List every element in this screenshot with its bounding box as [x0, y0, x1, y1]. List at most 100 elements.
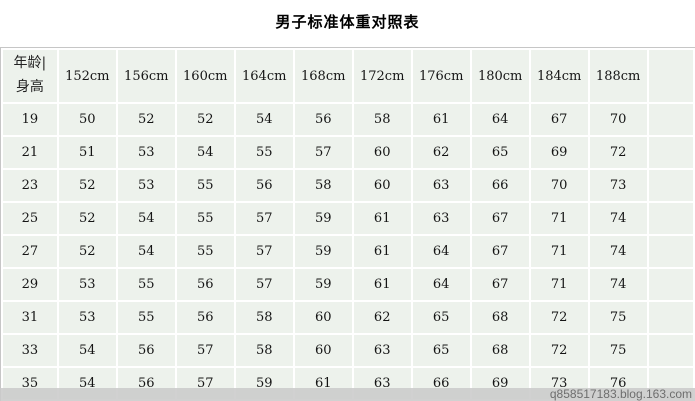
weight-cell: 52 [58, 170, 116, 201]
weight-cell: 69 [530, 137, 588, 168]
weight-cell: 72 [530, 335, 588, 366]
weight-cell: 53 [117, 137, 175, 168]
weight-cell: 60 [294, 335, 352, 366]
table-header: 年龄|身高 152cm 156cm 160cm 164cm 168cm 172cm 176c… [3, 50, 693, 102]
weight-cell: 67 [530, 104, 588, 135]
weight-cell: 73 [589, 170, 647, 201]
weight-cell: 59 [294, 269, 352, 300]
weight-cell: 56 [176, 302, 234, 333]
weight-cell: 57 [235, 203, 293, 234]
weight-cell: 55 [176, 203, 234, 234]
age-cell: 33 [3, 335, 57, 366]
weight-cell: 65 [412, 302, 470, 333]
weight-cell: 58 [235, 335, 293, 366]
weight-cell: 54 [117, 236, 175, 267]
table-row: 33 54 56 57 58 60 63 65 68 72 75 [3, 335, 693, 366]
height-header-cell: 184cm [530, 50, 588, 102]
header-row: 年龄|身高 152cm 156cm 160cm 164cm 168cm 172cm 176c… [3, 50, 693, 102]
weight-cell: 52 [117, 104, 175, 135]
age-cell: 23 [3, 170, 57, 201]
weight-cell: 57 [294, 137, 352, 168]
weight-cell: 61 [353, 269, 411, 300]
table-row: 19 50 52 52 54 56 58 61 64 67 70 [3, 104, 693, 135]
weight-cell: 68 [471, 335, 529, 366]
weight-cell: 60 [353, 170, 411, 201]
age-cell: 29 [3, 269, 57, 300]
weight-cell: 72 [589, 137, 647, 168]
cutoff-column-cell [648, 269, 693, 300]
height-header-cell: 152cm [58, 50, 116, 102]
weight-cell: 62 [412, 137, 470, 168]
weight-cell: 57 [235, 236, 293, 267]
weight-cell: 54 [176, 137, 234, 168]
weight-cell: 63 [412, 203, 470, 234]
weight-cell: 68 [471, 302, 529, 333]
page-title: 男子标准体重对照表 [275, 13, 420, 31]
height-header-cell: 156cm [117, 50, 175, 102]
weight-cell: 50 [58, 104, 116, 135]
weight-cell: 71 [530, 203, 588, 234]
weight-table: 年龄|身高 152cm 156cm 160cm 164cm 168cm 172cm 176c… [0, 47, 695, 401]
height-header-cell: 168cm [294, 50, 352, 102]
weight-cell: 52 [58, 203, 116, 234]
height-header-cell: 188cm [589, 50, 647, 102]
weight-cell: 74 [589, 203, 647, 234]
weight-cell: 53 [117, 170, 175, 201]
weight-cell: 57 [176, 335, 234, 366]
table-row: 21 51 53 54 55 57 60 62 65 69 72 [3, 137, 693, 168]
weight-cell: 57 [235, 269, 293, 300]
cutoff-column-cell [648, 50, 693, 102]
weight-cell: 59 [294, 203, 352, 234]
height-header-cell: 180cm [471, 50, 529, 102]
table-row: 31 53 55 56 58 60 62 65 68 72 75 [3, 302, 693, 333]
height-header-cell: 164cm [235, 50, 293, 102]
weight-cell: 58 [235, 302, 293, 333]
weight-cell: 60 [353, 137, 411, 168]
weight-cell: 55 [117, 302, 175, 333]
weight-cell: 65 [471, 137, 529, 168]
weight-cell: 52 [58, 236, 116, 267]
weight-cell: 53 [58, 269, 116, 300]
weight-cell: 61 [412, 104, 470, 135]
weight-cell: 63 [353, 335, 411, 366]
age-cell: 31 [3, 302, 57, 333]
cutoff-column-cell [648, 236, 693, 267]
weight-cell: 54 [117, 203, 175, 234]
weight-cell: 54 [235, 104, 293, 135]
weight-cell: 65 [412, 335, 470, 366]
age-cell: 21 [3, 137, 57, 168]
weight-cell: 72 [530, 302, 588, 333]
weight-cell: 71 [530, 236, 588, 267]
weight-cell: 62 [353, 302, 411, 333]
weight-cell: 51 [58, 137, 116, 168]
weight-cell: 70 [530, 170, 588, 201]
corner-header-cell: 年龄|身高 [3, 50, 57, 102]
cutoff-column-cell [648, 170, 693, 201]
weight-cell: 59 [294, 236, 352, 267]
weight-cell: 55 [176, 236, 234, 267]
table-row: 23 52 53 55 56 58 60 63 66 70 73 [3, 170, 693, 201]
weight-cell: 67 [471, 269, 529, 300]
age-cell: 25 [3, 203, 57, 234]
weight-cell: 53 [58, 302, 116, 333]
weight-cell: 55 [117, 269, 175, 300]
weight-cell: 56 [294, 104, 352, 135]
cutoff-column-cell [648, 302, 693, 333]
weight-cell: 56 [235, 170, 293, 201]
weight-cell: 67 [471, 236, 529, 267]
weight-cell: 54 [58, 335, 116, 366]
age-cell: 19 [3, 104, 57, 135]
table-row: 25 52 54 55 57 59 61 63 67 71 74 [3, 203, 693, 234]
cutoff-column-cell [648, 104, 693, 135]
age-cell: 27 [3, 236, 57, 267]
weight-cell: 67 [471, 203, 529, 234]
weight-cell: 74 [589, 236, 647, 267]
weight-cell: 64 [471, 104, 529, 135]
height-header-cell: 176cm [412, 50, 470, 102]
weight-cell: 70 [589, 104, 647, 135]
weight-cell: 64 [412, 236, 470, 267]
weight-cell: 56 [176, 269, 234, 300]
weight-cell: 63 [412, 170, 470, 201]
weight-cell: 71 [530, 269, 588, 300]
weight-cell: 61 [353, 203, 411, 234]
